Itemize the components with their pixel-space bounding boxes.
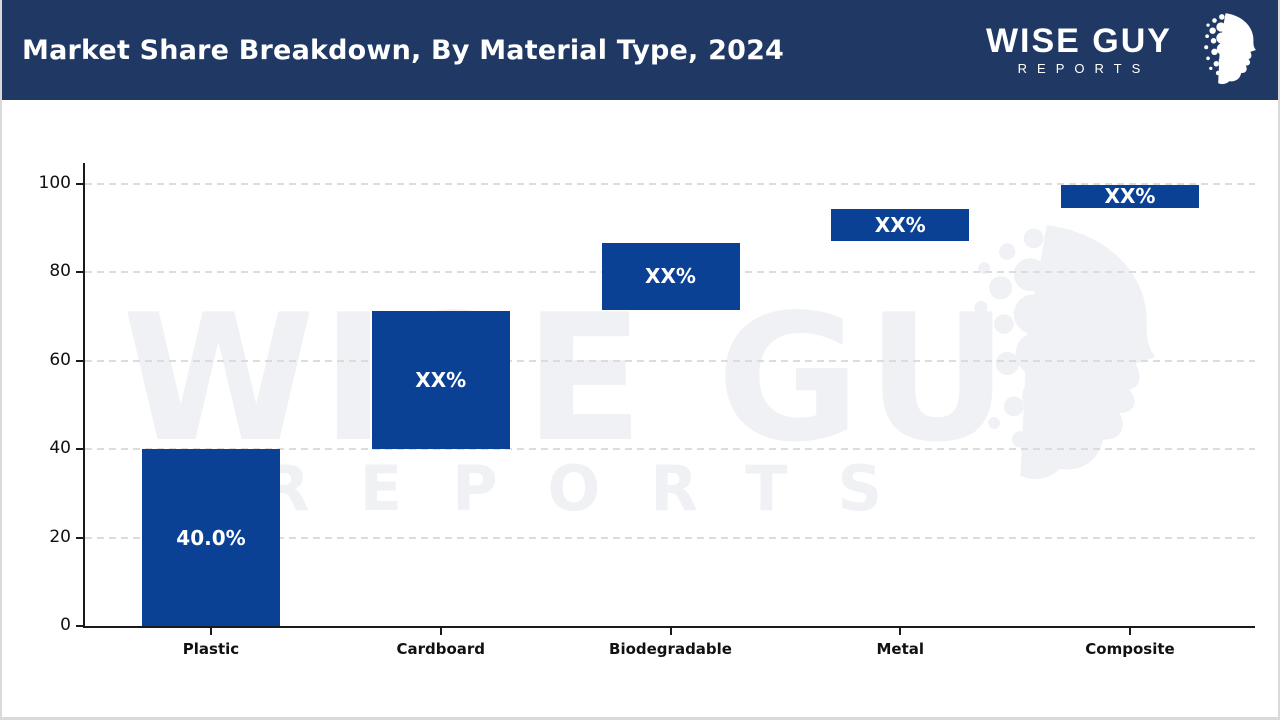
bar-value-label: XX%	[874, 213, 926, 238]
watermark-subtitle: REPORTS	[262, 452, 933, 525]
y-tick-label-60: 60	[49, 349, 71, 370]
logo-wordmark: WISE GUY	[985, 21, 1172, 60]
gridline-40	[85, 448, 1255, 451]
header-bar: Market Share Breakdown, By Material Type…	[0, 0, 1280, 100]
x-axis-label-metal: Metal	[876, 640, 925, 658]
y-tick-80	[76, 271, 84, 274]
bar-value-label: XX%	[645, 264, 696, 289]
page-title: Market Share Breakdown, By Material Type…	[22, 34, 785, 66]
y-tick-label-20: 20	[49, 526, 71, 547]
bar-segment-plastic: 40.0%	[142, 449, 280, 626]
bar-segment-cardboard: XX%	[371, 311, 510, 450]
wiseguy-face-logo-icon	[1204, 13, 1256, 85]
y-tick-label-0: 0	[60, 615, 71, 635]
y-tick-0	[76, 625, 84, 627]
x-tick-plastic	[210, 628, 212, 635]
bar-value-label: XX%	[415, 368, 467, 393]
gridline-100	[85, 183, 1255, 185]
x-axis-label-composite: Composite	[1085, 640, 1175, 658]
x-axis-label-cardboard: Cardboard	[396, 640, 486, 658]
gridline-60	[85, 359, 1255, 362]
y-tick-label-100: 100	[38, 173, 71, 193]
y-tick-40	[76, 448, 84, 451]
x-tick-biodegradable	[669, 628, 672, 635]
bar-value-label: 40.0%	[176, 525, 246, 550]
x-tick-composite	[1129, 628, 1131, 635]
y-tick-60	[76, 359, 84, 362]
x-axis-label-plastic: Plastic	[182, 640, 240, 658]
y-tick-100	[76, 183, 84, 185]
x-axis-line	[83, 626, 1255, 628]
wiseguy-logo: WISE GUY REPORTS	[986, 8, 1266, 92]
y-tick-20	[76, 536, 84, 539]
bar-segment-composite: XX%	[1061, 184, 1199, 209]
bar-segment-metal: XX%	[831, 208, 970, 242]
gridline-20	[85, 536, 1255, 539]
y-axis-line	[83, 163, 85, 628]
x-axis-label-biodegradable: Biodegradable	[609, 640, 732, 658]
x-tick-cardboard	[439, 628, 442, 635]
bar-value-label: XX%	[1104, 184, 1156, 209]
logo-text: WISE GUY REPORTS	[985, 21, 1172, 77]
watermark-wordmark: WISE GUY	[122, 278, 1148, 481]
logo-subtitle: REPORTS	[1017, 61, 1151, 77]
y-tick-label-80: 80	[49, 261, 71, 282]
y-tick-label-40: 40	[49, 438, 71, 459]
bar-segment-biodegradable: XX%	[601, 242, 740, 310]
watermark-face-icon	[970, 225, 1156, 480]
x-tick-metal	[899, 628, 902, 635]
